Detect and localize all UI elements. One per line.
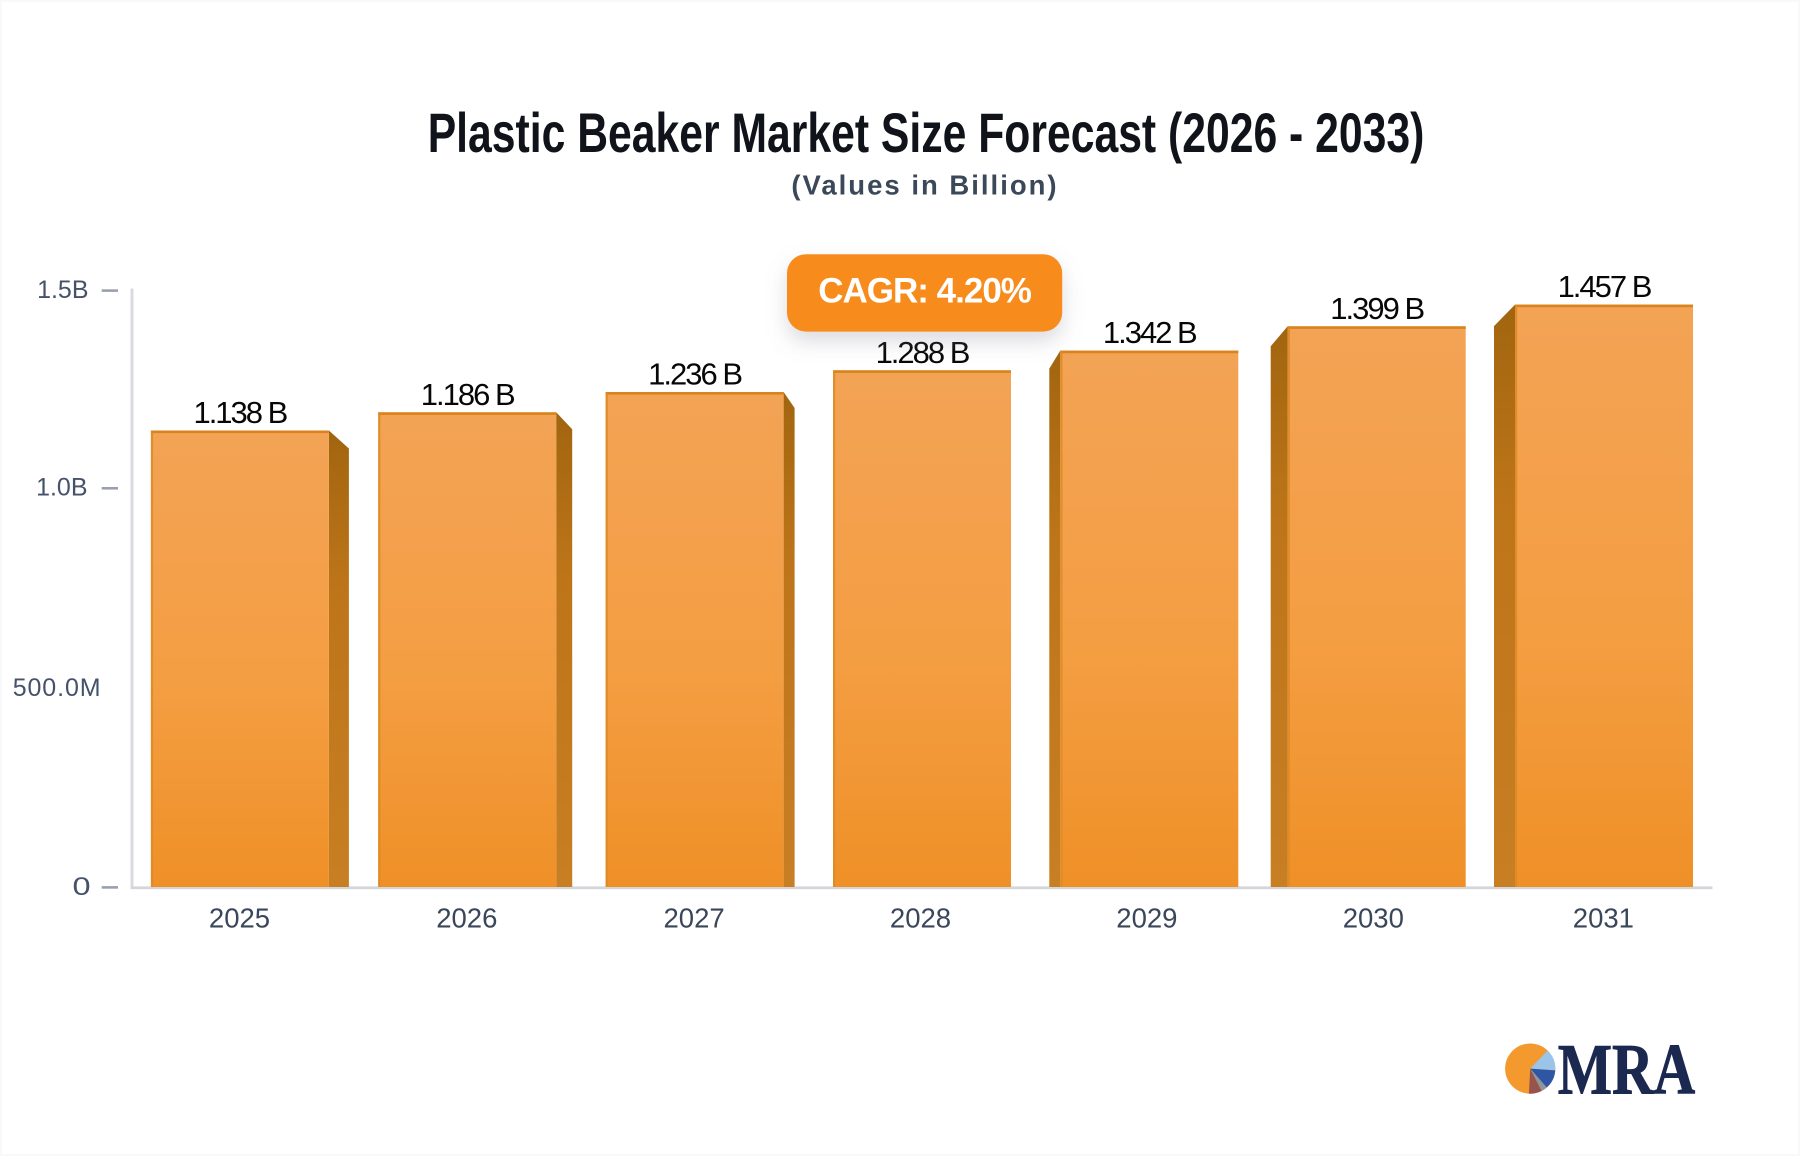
svg-text:1.236 B: 1.236 B [648,357,742,392]
svg-text:Plastic Beaker Market Size For: Plastic Beaker Market Size Forecast (202… [428,103,1425,165]
svg-text:2028: 2028 [890,903,951,934]
svg-text:MRA: MRA [1558,1030,1696,1110]
svg-text:1.138 B: 1.138 B [193,395,287,430]
svg-text:1.186 B: 1.186 B [421,377,515,412]
svg-text:1.0B: 1.0B [36,474,87,502]
svg-text:1.342 B: 1.342 B [1103,315,1197,350]
svg-text:1.288 B: 1.288 B [876,335,970,370]
svg-text:500.0M: 500.0M [13,674,102,702]
svg-text:1.399 B: 1.399 B [1330,291,1424,326]
svg-text:CAGR: 4.20%: CAGR: 4.20% [818,272,1032,311]
svg-text:2031: 2031 [1573,903,1634,934]
svg-text:2030: 2030 [1343,903,1404,934]
svg-text:1.5B: 1.5B [37,276,88,304]
svg-text:0: 0 [73,873,91,901]
svg-text:2029: 2029 [1116,903,1177,934]
svg-text:(Values in Billion): (Values in Billion) [791,169,1058,200]
svg-text:2026: 2026 [436,903,497,934]
svg-text:1.457 B: 1.457 B [1558,269,1652,304]
svg-text:2025: 2025 [209,903,270,934]
svg-text:2027: 2027 [664,903,725,934]
